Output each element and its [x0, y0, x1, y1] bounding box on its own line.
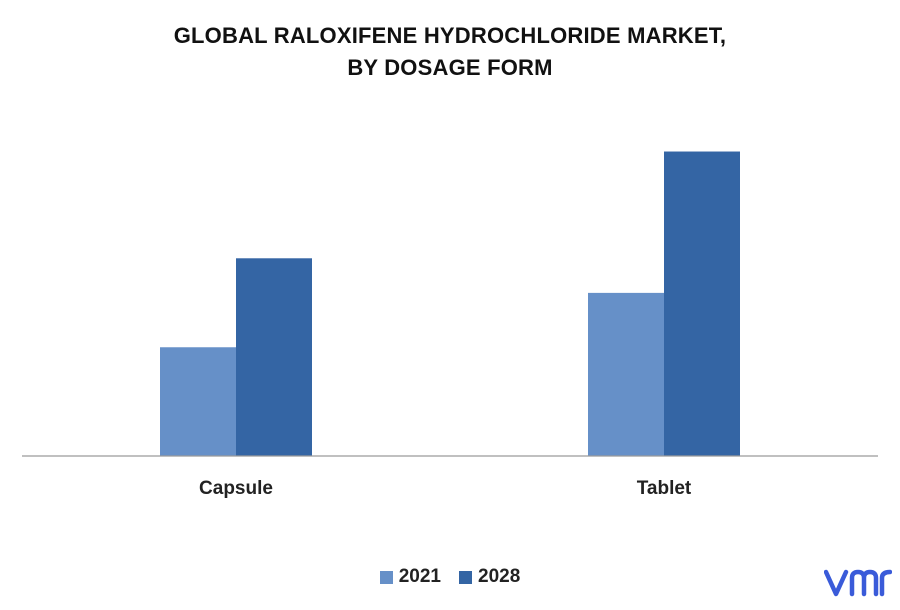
category-labels: Capsule Tablet	[199, 478, 692, 499]
chart-title-line-1: GLOBAL RALOXIFENE HYDROCHLORIDE MARKET,	[173, 23, 727, 48]
chart-title-line-2: BY DOSAGE FORM	[347, 55, 553, 80]
legend-item-2021: 2021	[379, 566, 441, 588]
bar-capsule-2028	[236, 258, 312, 456]
vmr-logo-icon	[824, 569, 892, 597]
legend-swatch-2021	[379, 570, 393, 584]
legend-label-2021: 2021	[398, 566, 441, 587]
bar-capsule-2021	[160, 347, 236, 456]
bars-group	[160, 151, 740, 456]
category-label-capsule: Capsule	[199, 478, 273, 499]
legend-item-2028: 2028	[459, 566, 520, 588]
chart-title: GLOBAL RALOXIFENE HYDROCHLORIDE MARKET, …	[0, 20, 900, 84]
bar-tablet-2028	[664, 151, 740, 456]
legend-label-2028: 2028	[478, 566, 521, 587]
legend-swatch-2028	[459, 570, 472, 584]
category-label-tablet: Tablet	[637, 478, 692, 499]
bar-tablet-2021	[588, 292, 664, 456]
legend: 2021 2028	[0, 566, 900, 588]
